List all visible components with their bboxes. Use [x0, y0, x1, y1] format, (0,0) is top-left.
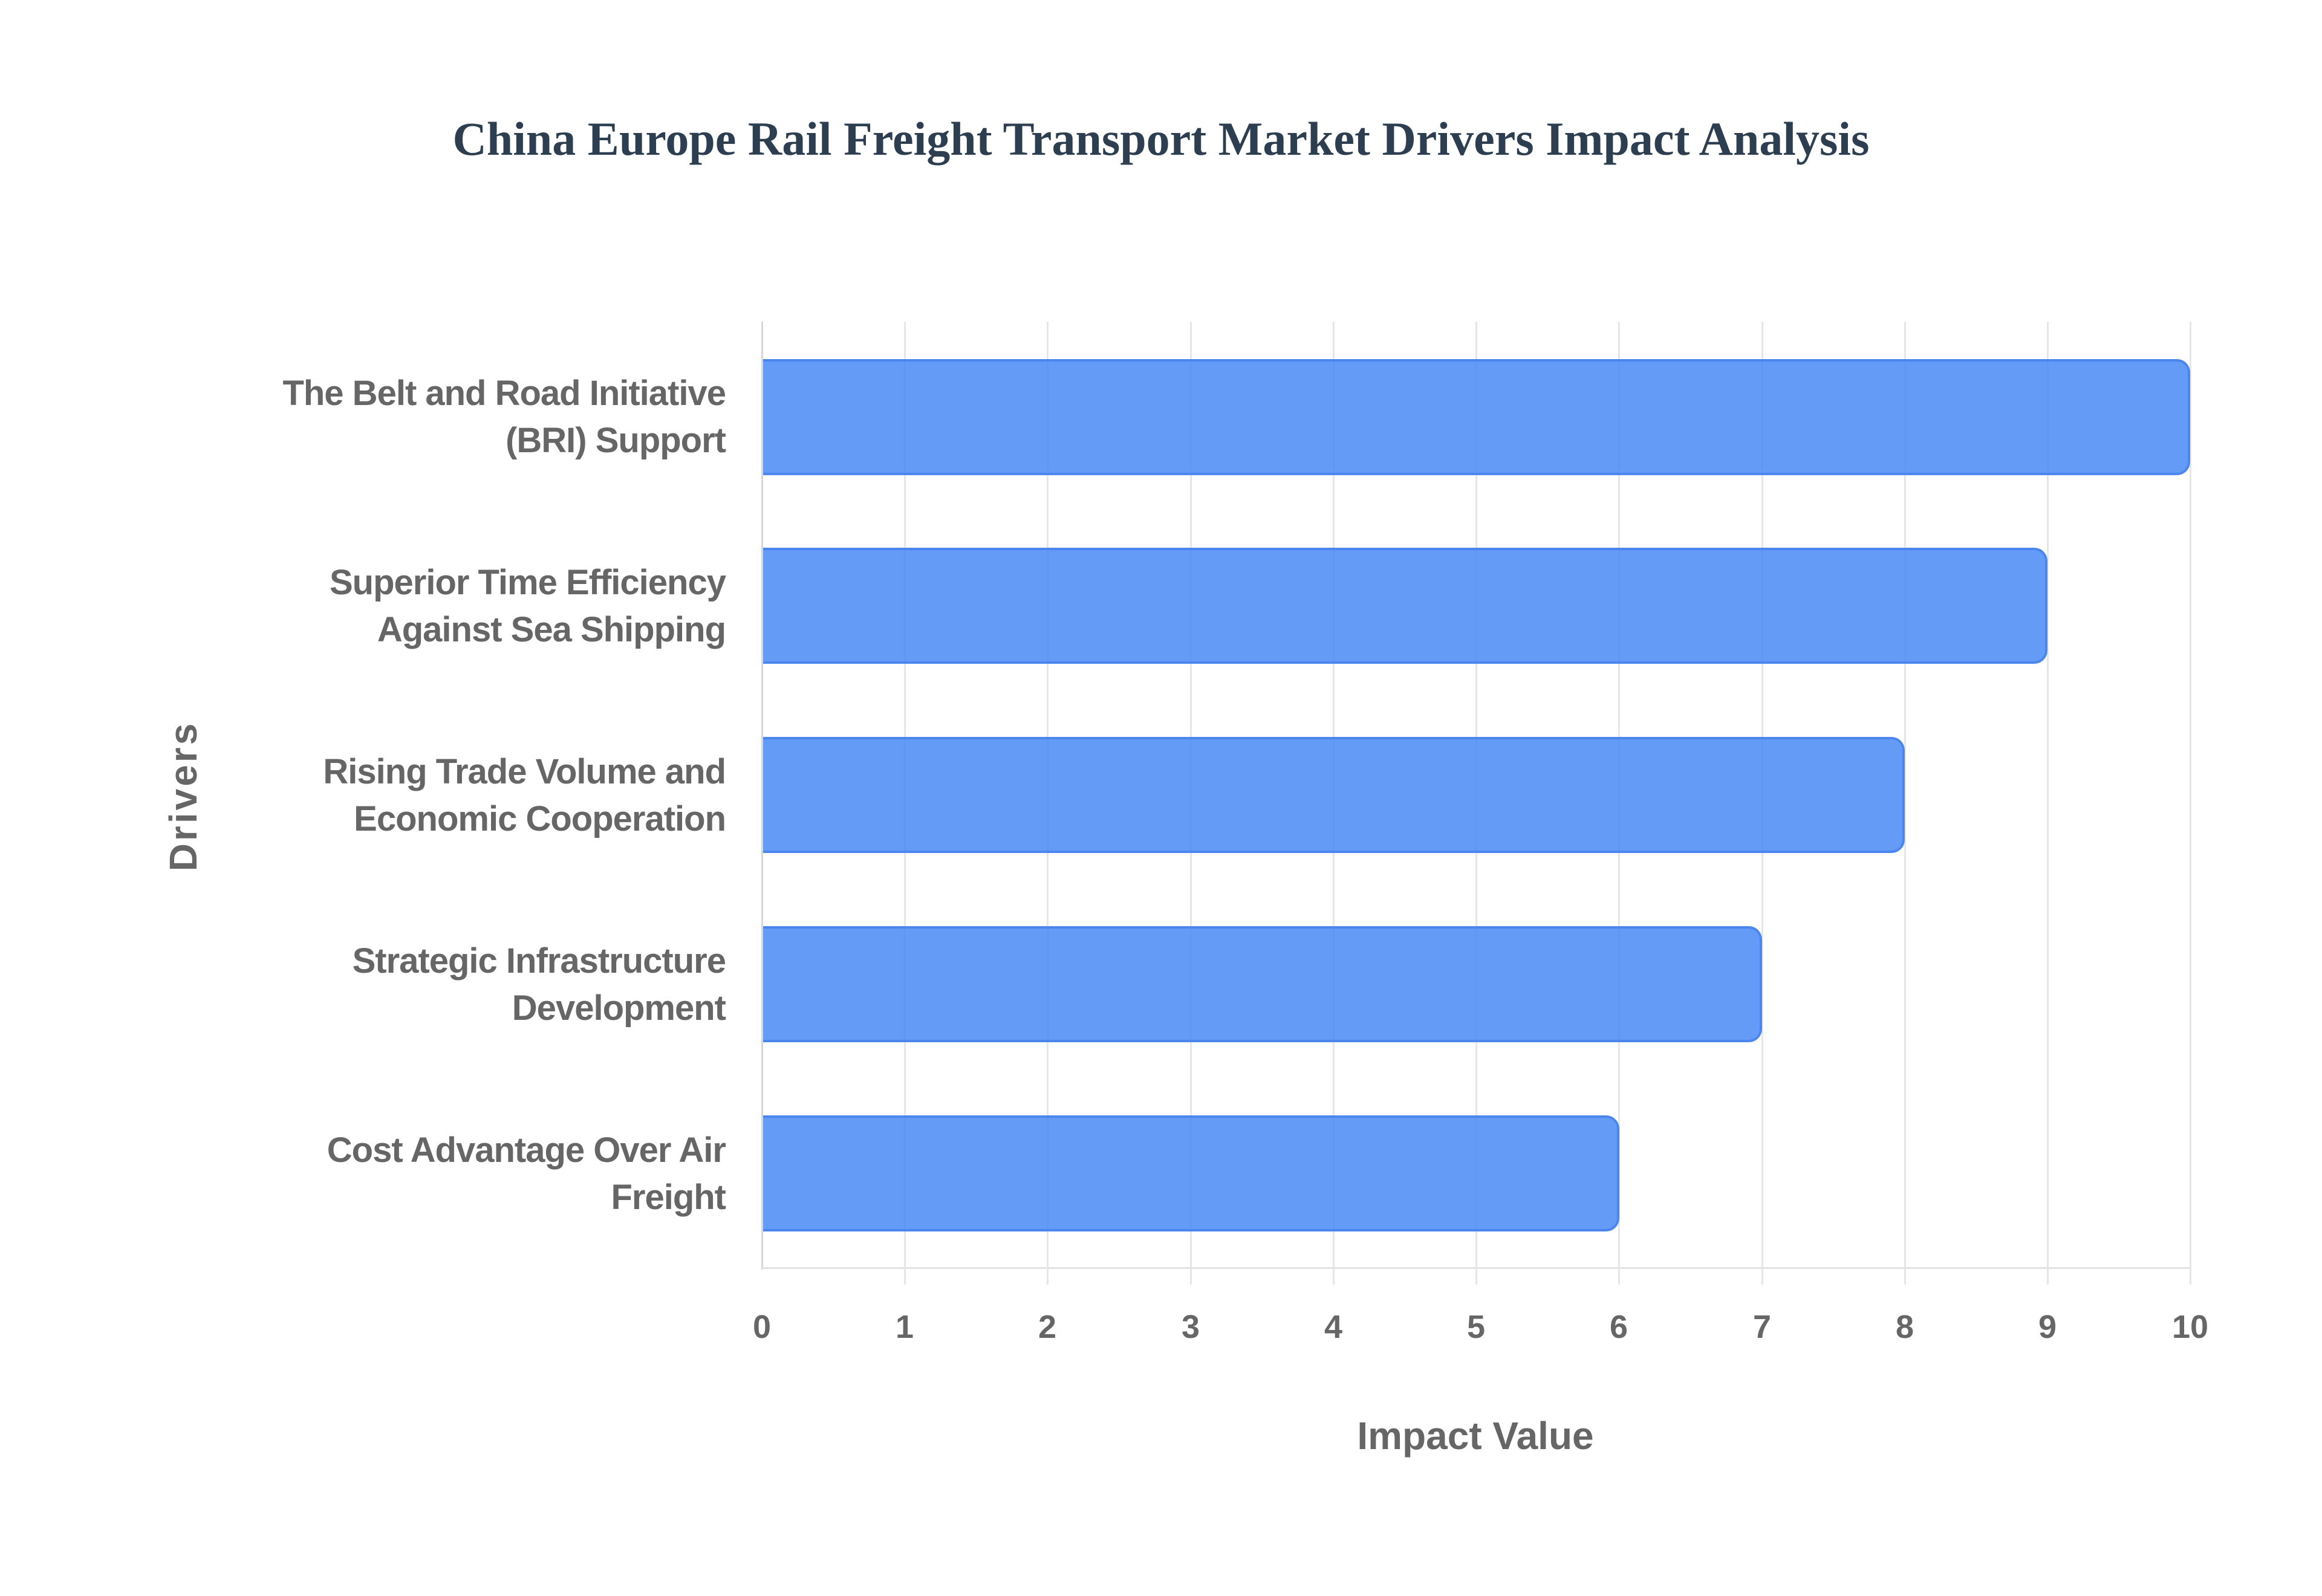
gridline-9	[2047, 322, 2049, 1285]
x-tick-0: 0	[752, 1309, 772, 1345]
x-tick-10: 10	[2171, 1309, 2209, 1345]
category-label-line: (BRI) Support	[506, 421, 726, 460]
category-label-line: Freight	[611, 1178, 726, 1217]
category-label-belt-and-road: The Belt and Road Initiative (BRI) Suppo…	[181, 370, 726, 464]
category-label-line: Economic Cooperation	[354, 799, 726, 839]
bar-belt-and-road[interactable]	[763, 359, 2190, 475]
x-tick-3: 3	[1181, 1309, 1200, 1345]
category-label-line: Cost Advantage Over Air	[327, 1130, 726, 1170]
x-tick-4: 4	[1324, 1309, 1343, 1345]
x-tick-7: 7	[1752, 1309, 1772, 1345]
category-label-cost-advantage: Cost Advantage Over Air Freight	[181, 1127, 726, 1221]
category-label-trade-volume: Rising Trade Volume and Economic Coopera…	[181, 748, 726, 843]
x-axis-line	[762, 1267, 2191, 1269]
gridline-10	[2190, 322, 2191, 1285]
bar-infrastructure[interactable]	[763, 926, 1762, 1042]
bar-time-efficiency[interactable]	[763, 548, 2047, 664]
category-label-line: Superior Time Efficiency	[329, 563, 726, 602]
x-axis-title: Impact Value	[1357, 1414, 1594, 1458]
category-label-line: Against Sea Shipping	[377, 610, 726, 649]
y-axis-title: Drivers	[161, 721, 205, 872]
x-tick-2: 2	[1038, 1309, 1057, 1345]
chart-title: China Europe Rail Freight Transport Mark…	[452, 112, 1870, 165]
x-tick-6: 6	[1609, 1309, 1628, 1345]
category-label-line: Rising Trade Volume and	[323, 752, 726, 791]
category-label-time-efficiency: Superior Time Efficiency Against Sea Shi…	[181, 559, 726, 654]
gridline-8	[1904, 322, 1906, 1285]
x-tick-8: 8	[1895, 1309, 1914, 1345]
x-tick-9: 9	[2038, 1309, 2057, 1345]
y-axis-line	[761, 322, 763, 1270]
x-tick-5: 5	[1466, 1309, 1486, 1345]
category-label-infrastructure: Strategic Infrastructure Development	[181, 938, 726, 1032]
x-tick-1: 1	[895, 1309, 914, 1345]
bar-trade-volume[interactable]	[763, 737, 1905, 853]
category-label-line: Strategic Infrastructure	[352, 941, 726, 981]
bar-cost-advantage[interactable]	[763, 1115, 1619, 1231]
category-label-line: Development	[512, 988, 726, 1028]
category-label-line: The Belt and Road Initiative	[282, 374, 726, 413]
